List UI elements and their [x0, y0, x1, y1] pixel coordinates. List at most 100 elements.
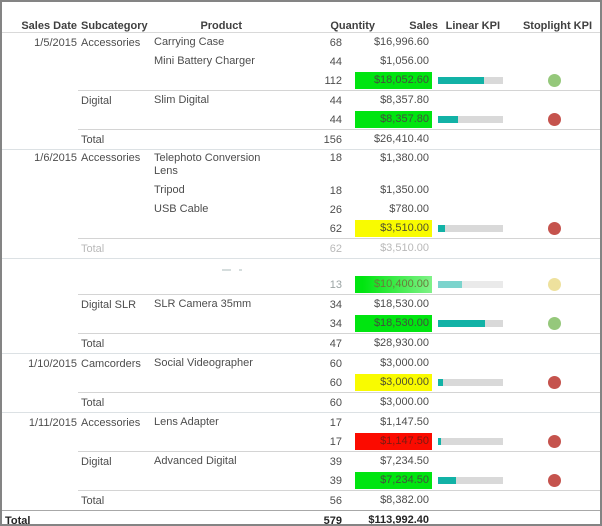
sales: $7,234.50 — [380, 455, 429, 467]
kpi-fill — [438, 225, 446, 232]
column-header-linear-kpi[interactable]: Linear KPI — [445, 20, 500, 32]
column-header-sales-date[interactable]: Sales Date — [21, 20, 77, 32]
table-row-group-total[interactable]: Total 60 $3,000.00 — [2, 393, 600, 412]
table-row-detail[interactable]: USB Cable 26 $780.00 — [2, 200, 600, 219]
stoplight-dot — [547, 317, 561, 330]
stoplight-kpi-cell — [510, 74, 598, 87]
product: SLR Camera 35mm — [154, 298, 252, 310]
quantity: 34 — [329, 298, 342, 311]
column-header-subcategory[interactable]: Subcategory — [81, 20, 148, 32]
product: Carrying Case — [154, 36, 225, 48]
quantity-total: 62 — [329, 242, 342, 255]
table-row-detail[interactable]: 1/5/2015 Accessories Carrying Case 68 $1… — [2, 33, 600, 52]
linear-kpi-gauge — [438, 320, 510, 327]
sales-date: 1/10/2015 — [28, 357, 77, 370]
quantity-total: 60 — [329, 396, 342, 409]
table-row-detail[interactable]: 1/6/2015 Accessories Telephoto Conversio… — [2, 150, 600, 181]
linear-kpi-gauge — [438, 379, 510, 386]
sales-kpi-cell: $18,052.60 — [355, 72, 432, 89]
sales-total: $8,382.00 — [380, 494, 429, 506]
table-row-group-total[interactable]: Total 56 $8,382.00 — [2, 491, 600, 510]
column-header-stoplight-kpi[interactable]: Stoplight KPI — [522, 20, 592, 32]
linear-kpi-gauge — [438, 477, 510, 484]
kpi-track — [438, 281, 503, 288]
table-row-detail[interactable]: Tripod 18 $1,350.00 — [2, 181, 600, 200]
header-divider — [2, 32, 600, 33]
kpi-fill — [438, 281, 463, 288]
stoplight-dot — [547, 278, 561, 291]
quantity: 44 — [329, 94, 342, 107]
kpi-fill — [438, 379, 444, 386]
stoplight-dot — [547, 474, 561, 487]
sales-date: 1/5/2015 — [34, 36, 77, 49]
table-row-detail[interactable]: Digital Slim Digital 44 $8,357.80 — [2, 91, 600, 110]
product: Slim Digital — [154, 94, 210, 106]
table-row-detail[interactable]: 1/10/2015 Camcorders Social Videographer… — [2, 354, 600, 373]
sales: $3,000.00 — [380, 357, 429, 369]
quantity-subtotal: 44 — [329, 113, 342, 126]
table-row-subtotal-faded[interactable]: 13 $10,400.00 — [2, 275, 600, 294]
grand-total-label: Total — [5, 514, 31, 526]
quantity-total: 156 — [323, 133, 342, 146]
sales: $1,380.00 — [380, 152, 429, 164]
quantity-total: 47 — [329, 337, 342, 350]
quantity-subtotal: 39 — [329, 474, 342, 487]
subcategory: Digital — [81, 94, 112, 107]
table-row-detail[interactable]: Digital SLR SLR Camera 35mm 34 $18,530.0… — [2, 295, 600, 314]
product: Telephoto Conversion Lens — [154, 152, 261, 177]
sales-kpi-cell: $8,357.80 — [355, 111, 432, 128]
grand-total-sales: $113,992.40 — [368, 514, 429, 526]
quantity-subtotal: 17 — [329, 435, 342, 448]
column-header-product[interactable]: Product — [200, 20, 242, 32]
sales: $16,996.60 — [373, 36, 429, 48]
kpi-fill — [438, 477, 457, 484]
table-row-subtotal[interactable]: 62 $3,510.00 — [2, 219, 600, 238]
quantity: 18 — [329, 152, 342, 164]
group-divider — [78, 490, 600, 491]
group-divider — [78, 90, 600, 91]
table-row-subtotal[interactable]: 112 $18,052.60 — [2, 71, 600, 90]
quantity: 39 — [329, 455, 342, 468]
group-divider — [78, 451, 600, 452]
product: Tripod — [154, 184, 185, 196]
quantity-subtotal: 34 — [329, 317, 342, 330]
table-row-group-total-faded[interactable]: Total 62 $3,510.00 — [2, 239, 600, 258]
table-row-detail[interactable]: Mini Battery Charger 44 $1,056.00 — [2, 52, 600, 71]
table-row-detail[interactable]: 1/11/2015 Accessories Lens Adapter 17 $1… — [2, 413, 600, 432]
table-row-group-total[interactable]: Total 47 $28,930.00 — [2, 334, 600, 353]
kpi-track — [438, 477, 503, 484]
stoplight-kpi-cell — [510, 113, 598, 126]
linear-kpi-gauge — [438, 77, 510, 84]
column-header-sales[interactable]: Sales — [409, 20, 438, 32]
stoplight-dot — [547, 222, 561, 235]
table-row-subtotal[interactable]: 39 $7,234.50 — [2, 471, 600, 490]
product: Advanced Digital — [154, 455, 237, 467]
table-row-subtotal[interactable]: 44 $8,357.80 — [2, 110, 600, 129]
total-label: Total — [81, 133, 105, 146]
table-row-subtotal[interactable]: 17 $1,147.50 — [2, 432, 600, 451]
subcategory: Accessories — [81, 36, 141, 49]
group-divider — [78, 129, 600, 130]
kpi-fill — [438, 116, 459, 123]
kpi-fill — [438, 320, 485, 327]
sales-kpi-cell: $3,510.00 — [355, 220, 432, 237]
column-header-quantity[interactable]: Quantity — [330, 20, 375, 32]
sales-kpi-cell: $3,000.00 — [355, 374, 432, 391]
table-row-subtotal[interactable]: 34 $18,530.00 — [2, 314, 600, 333]
sales-total: $28,930.00 — [373, 337, 429, 349]
group-divider — [78, 392, 600, 393]
faded-text-mark — [222, 269, 231, 271]
total-label: Total — [81, 494, 105, 507]
table-row-grand-total[interactable]: Total 579 $113,992.40 — [2, 511, 600, 526]
quantity-subtotal: 60 — [329, 376, 342, 389]
sales: $18,530.00 — [373, 298, 429, 310]
subcategory: Accessories — [81, 152, 141, 164]
sales-total: $3,000.00 — [380, 396, 429, 408]
section-divider — [2, 412, 600, 413]
grand-total-divider — [2, 510, 600, 511]
table-row-group-total[interactable]: Total 156 $26,410.40 — [2, 130, 600, 149]
faded-text-mark — [239, 269, 242, 271]
table-row-subtotal[interactable]: 60 $3,000.00 — [2, 373, 600, 392]
table-row-detail[interactable]: Digital Advanced Digital 39 $7,234.50 — [2, 452, 600, 471]
